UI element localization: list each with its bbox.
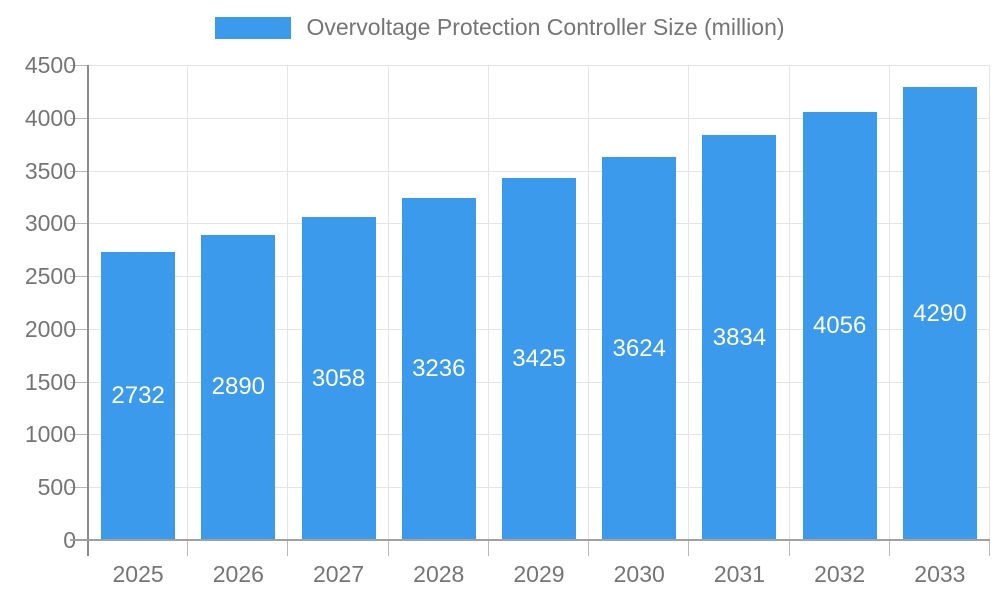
- gridline-horizontal: [88, 117, 990, 119]
- gridline-vertical: [187, 65, 189, 540]
- bar: [301, 217, 376, 540]
- y-tick-label: 1500: [24, 368, 76, 395]
- x-tick-label: 2032: [814, 561, 866, 587]
- bar-value-label: 3236: [412, 355, 466, 383]
- gridline-vertical: [788, 65, 790, 540]
- gridline-vertical: [888, 65, 890, 540]
- legend-item[interactable]: Overvoltage Protection Controller Size (…: [215, 14, 785, 41]
- y-tick-label: 3000: [24, 210, 76, 237]
- x-axis-tick: [989, 540, 990, 556]
- x-axis-tick: [387, 540, 389, 556]
- y-tick-label: 2500: [24, 263, 76, 290]
- y-axis-tick: [70, 487, 88, 489]
- bar-value-label: 3624: [612, 334, 666, 362]
- bar: [802, 111, 877, 540]
- bar-value-label: 4290: [913, 299, 967, 327]
- x-tick-label: 2027: [312, 561, 365, 587]
- gridline-horizontal: [88, 65, 990, 66]
- x-axis-line: [70, 539, 990, 541]
- x-axis-tick: [788, 540, 790, 556]
- y-axis-tick: [70, 223, 88, 225]
- gridline-vertical: [588, 65, 590, 540]
- gridline-vertical: [487, 65, 489, 540]
- bar-value-label: 3058: [311, 364, 366, 392]
- y-tick-label: 4000: [24, 104, 76, 131]
- x-tick-label: 2028: [413, 561, 465, 587]
- x-tick-label: 2026: [212, 561, 264, 587]
- y-tick-label: 0: [0, 527, 76, 553]
- bar: [502, 178, 576, 540]
- bar: [401, 198, 476, 540]
- gridline-vertical: [287, 65, 289, 540]
- y-axis-line: [87, 65, 89, 556]
- y-tick-label: 3500: [24, 157, 76, 184]
- x-tick-label: 2031: [713, 561, 766, 587]
- y-axis-tick: [70, 117, 88, 119]
- bar-value-label: 2732: [111, 381, 165, 409]
- gridline-horizontal: [88, 170, 990, 172]
- legend-swatch-icon: [215, 16, 292, 39]
- legend: Overvoltage Protection Controller Size (…: [0, 14, 1000, 41]
- y-tick-label: 4500: [24, 52, 76, 78]
- bar: [602, 157, 677, 540]
- y-tick-label: 1000: [24, 421, 76, 448]
- bar: [902, 87, 977, 540]
- gridline-vertical: [387, 65, 389, 540]
- x-axis-tick: [888, 540, 890, 556]
- gridline-vertical: [989, 65, 990, 540]
- bar-value-label: 3425: [512, 345, 566, 373]
- bar-value-label: 4056: [812, 311, 867, 339]
- x-axis-tick: [487, 540, 489, 556]
- bar-value-label: 3834: [712, 323, 767, 351]
- legend-label: Overvoltage Protection Controller Size (…: [306, 14, 785, 40]
- x-axis-tick: [588, 540, 590, 556]
- x-axis-tick: [688, 540, 690, 556]
- x-axis-tick: [287, 540, 289, 556]
- bar: [101, 251, 176, 540]
- y-axis-tick: [70, 276, 88, 278]
- y-axis-tick: [70, 434, 88, 436]
- bar: [201, 234, 276, 540]
- bar-value-label: 2890: [211, 373, 266, 401]
- y-axis-tick: [70, 328, 88, 330]
- y-tick-label: 2000: [24, 315, 76, 342]
- x-axis-tick: [187, 540, 189, 556]
- bar: [702, 135, 777, 540]
- y-axis-tick: [70, 381, 88, 383]
- x-tick-label: 2029: [513, 561, 565, 587]
- y-tick-label: 500: [37, 474, 76, 501]
- x-tick-label: 2030: [613, 561, 665, 587]
- y-axis-tick: [70, 65, 88, 66]
- x-tick-label: 2033: [914, 561, 966, 587]
- x-tick-label: 2025: [112, 561, 164, 587]
- y-axis-tick: [70, 170, 88, 172]
- gridline-vertical: [688, 65, 690, 540]
